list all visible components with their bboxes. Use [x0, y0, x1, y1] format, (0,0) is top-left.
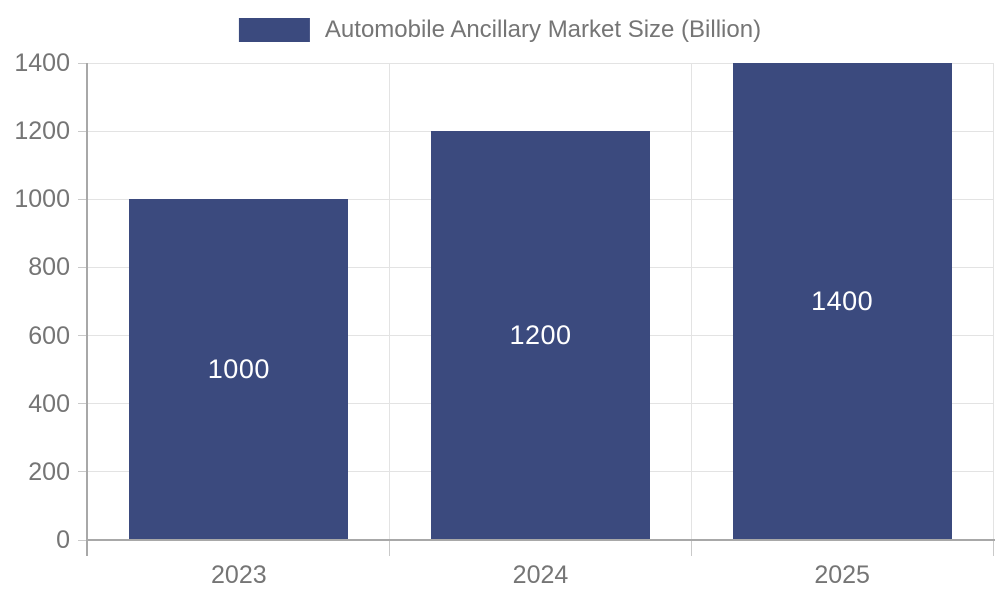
gridline-v: [690, 63, 692, 540]
y-axis-label: 200: [28, 457, 70, 486]
bar[interactable]: 1000: [129, 199, 349, 540]
bar[interactable]: 1200: [431, 131, 650, 540]
x-axis-label: 2025: [814, 561, 870, 589]
y-axis-label: 400: [28, 389, 70, 418]
legend[interactable]: Automobile Ancillary Market Size (Billio…: [238, 16, 762, 44]
bar[interactable]: 1400: [732, 63, 952, 540]
x-axis-tick: [992, 540, 994, 556]
x-axis-label: 2023: [211, 561, 267, 589]
y-axis-tick: [78, 130, 87, 132]
legend-swatch: [238, 18, 310, 42]
y-axis-tick: [78, 335, 87, 337]
y-axis-label: 600: [28, 321, 70, 350]
y-axis-label: 1200: [14, 117, 70, 146]
y-axis-tick: [78, 62, 87, 64]
gridline-v: [389, 63, 391, 540]
y-axis-tick: [78, 403, 87, 405]
y-axis-tick: [78, 198, 87, 200]
gridline-v: [992, 63, 994, 540]
y-axis-label: 0: [56, 526, 70, 554]
bar-value-label: 1200: [509, 320, 572, 351]
legend-label: Automobile Ancillary Market Size (Billio…: [324, 16, 762, 43]
y-axis-tick: [78, 539, 87, 541]
x-axis-tick: [690, 540, 692, 556]
x-axis-line: [86, 539, 995, 541]
y-axis-tick: [78, 471, 87, 473]
y-axis-label: 800: [28, 253, 70, 282]
bar-value-label: 1000: [207, 354, 270, 385]
y-axis-label: 1000: [14, 185, 70, 214]
bar-value-label: 1400: [811, 286, 874, 316]
gridline-h: [88, 62, 993, 64]
y-axis-label: 1400: [14, 49, 70, 77]
y-axis-tick: [78, 266, 87, 268]
y-axis-line: [86, 63, 88, 556]
x-axis-label: 2024: [512, 561, 569, 589]
x-axis-tick: [389, 540, 391, 556]
